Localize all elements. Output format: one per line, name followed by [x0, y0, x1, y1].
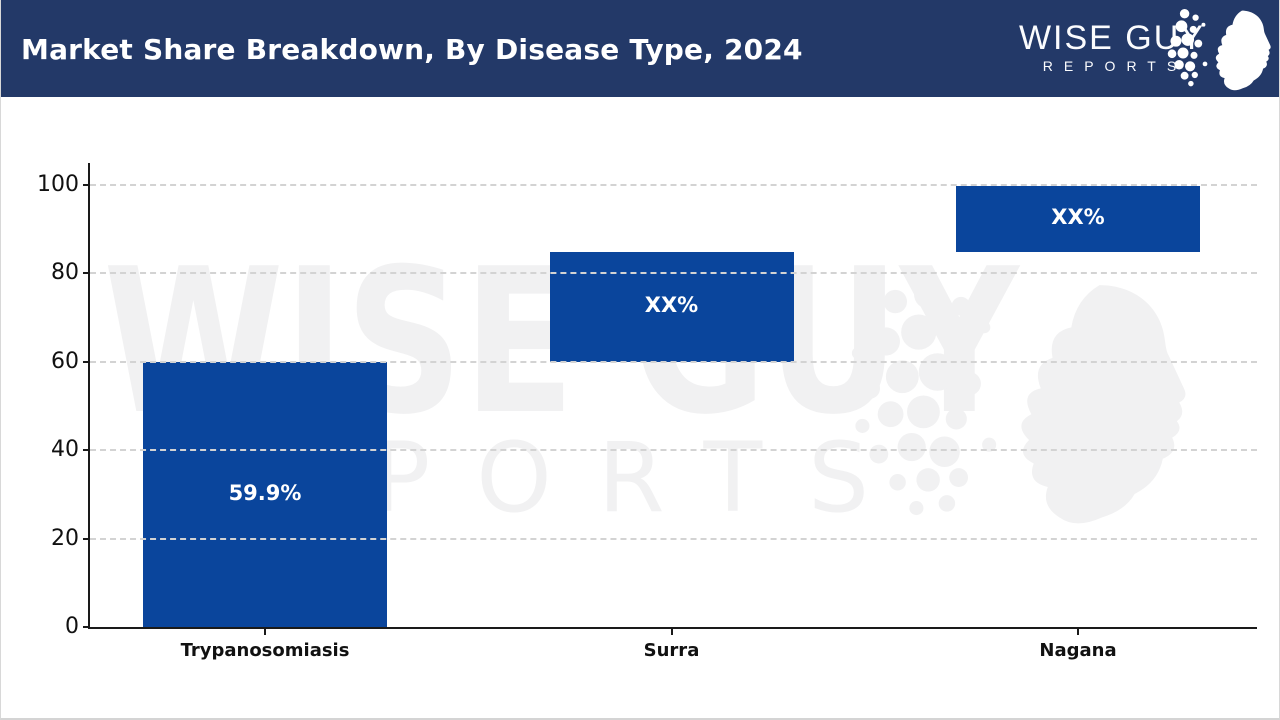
y-tick-20 — [83, 537, 90, 540]
gridline-80 — [90, 272, 1257, 275]
y-tick-0 — [83, 626, 90, 628]
bar-surra — [549, 251, 794, 363]
bar-value-label: XX% — [644, 292, 699, 317]
y-tick-100 — [83, 184, 90, 186]
x-category-label: Nagana — [1039, 640, 1117, 661]
gridline-20 — [90, 537, 1257, 540]
x-tick-3 — [1077, 627, 1079, 635]
gridline-60 — [90, 360, 1257, 363]
x-category-label: Trypanosomiasis — [180, 640, 350, 661]
header-bar: Market Share Breakdown, By Disease Type,… — [1, 0, 1279, 97]
gridline-40 — [90, 449, 1257, 452]
y-tick-label-40: 40 — [51, 437, 79, 463]
y-tick-label-60: 60 — [51, 348, 79, 374]
y-tick-label-0: 0 — [65, 614, 79, 639]
brand-subname: REPORTS — [1042, 58, 1188, 74]
bar-value-label: 59.9% — [228, 480, 302, 505]
y-tick-80 — [83, 272, 90, 275]
y-axis-line — [88, 163, 90, 629]
x-axis-line — [88, 627, 1257, 629]
watermark-head-icon — [851, 280, 1186, 524]
gridline-100 — [90, 184, 1257, 186]
y-tick-40 — [83, 449, 90, 452]
y-tick-label-100: 100 — [37, 172, 79, 197]
y-tick-label-80: 80 — [51, 260, 79, 286]
bar-nagana — [956, 185, 1200, 252]
brand-head-icon — [1167, 9, 1271, 91]
y-tick-label-20: 20 — [51, 525, 79, 551]
brand-logo: WISE GUY REPORTS — [1019, 4, 1273, 94]
x-tick-1 — [264, 627, 266, 635]
bar-trypanosomiasis — [143, 362, 387, 627]
page-title: Market Share Breakdown, By Disease Type,… — [21, 33, 803, 66]
x-tick-2 — [670, 627, 673, 635]
bar-value-label: XX% — [1051, 204, 1105, 229]
y-tick-60 — [83, 360, 90, 363]
x-category-label: Surra — [643, 640, 700, 661]
